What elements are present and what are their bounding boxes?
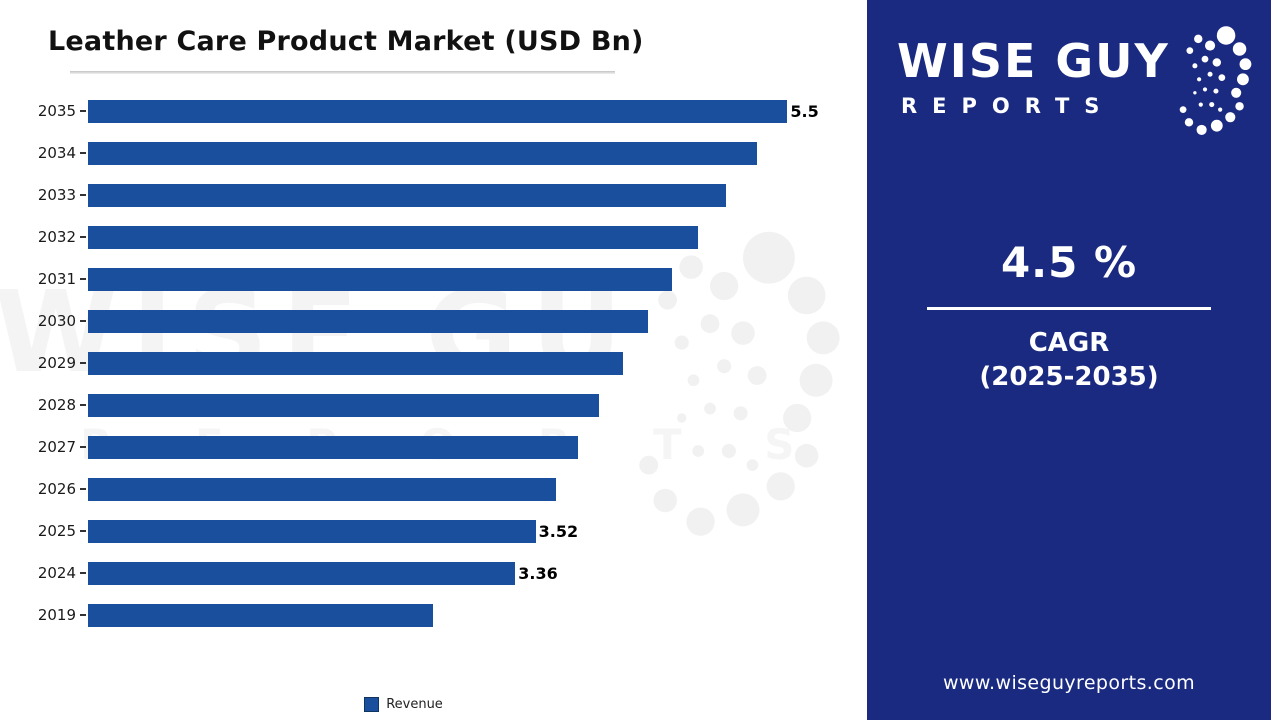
- cagr-block: 4.5 % CAGR (2025-2035): [927, 238, 1211, 392]
- bar-track: [88, 258, 851, 300]
- bar-row: 2028: [20, 384, 851, 426]
- bar-value-label: 5.5: [790, 101, 819, 121]
- axis-tick: [80, 152, 86, 154]
- y-axis-label: 2024: [37, 564, 76, 582]
- bar-row: 2033: [20, 174, 851, 216]
- revenue-bar: [88, 267, 672, 291]
- revenue-bar: [88, 393, 600, 417]
- legend-swatch-revenue: [364, 697, 380, 712]
- revenue-bar: [88, 183, 727, 207]
- y-axis-label: 2027: [37, 438, 76, 456]
- bar-track: [88, 132, 851, 174]
- bar-track: [88, 468, 851, 510]
- bar-value-label: 3.36: [518, 563, 558, 583]
- revenue-bar: [88, 519, 536, 543]
- revenue-bar: [88, 603, 433, 627]
- revenue-bar: [88, 99, 788, 123]
- y-axis-label: 2029: [37, 354, 76, 372]
- bar-row: 2027: [20, 426, 851, 468]
- bar-track: [88, 174, 851, 216]
- logo-text-reports: REPORTS: [901, 94, 1115, 118]
- bar-row: 2029: [20, 342, 851, 384]
- logo-text-wise-guy: WISE GUY: [897, 34, 1170, 88]
- bar-track: 5.5: [88, 90, 851, 132]
- y-axis-label: 2035: [37, 102, 76, 120]
- chart-panel: WISE GU R E P O R T S Leather Care Produ…: [0, 26, 851, 712]
- y-axis-label: 2034: [37, 144, 76, 162]
- revenue-bar: [88, 351, 624, 375]
- cagr-period: (2025-2035): [979, 362, 1159, 392]
- bar-row: 2031: [20, 258, 851, 300]
- axis-tick: [80, 194, 86, 196]
- bar-row: 2026: [20, 468, 851, 510]
- cagr-label: CAGR: [1028, 328, 1110, 358]
- bar-track: [88, 594, 851, 636]
- y-axis-label: 2019: [37, 606, 76, 624]
- brand-panel: WISE GUY REPORTS 4.5 % CAGR (2025-2035) …: [867, 0, 1271, 720]
- title-divider: [70, 71, 615, 74]
- bar-track: 3.36: [88, 552, 851, 594]
- y-axis-label: 2031: [37, 270, 76, 288]
- axis-tick: [80, 404, 86, 406]
- bar-value-label: 3.52: [538, 521, 579, 541]
- y-axis-label: 2032: [37, 228, 76, 246]
- revenue-bar: [88, 309, 648, 333]
- bar-row: 2019: [20, 594, 851, 636]
- bar-chart: 2035 5.5 2034 2033 2032 2031 2030 2029 2028 2027 2…: [20, 90, 851, 636]
- chart-title: Leather Care Product Market (USD Bn): [48, 26, 644, 57]
- logo-head-icon: [1179, 26, 1252, 135]
- bar-row: 2035 5.5: [20, 90, 851, 132]
- axis-tick: [80, 278, 86, 280]
- axis-tick: [80, 572, 86, 574]
- axis-tick: [80, 110, 86, 112]
- wise-guy-logo: WISE GUY REPORTS: [897, 26, 1252, 146]
- legend-label: Revenue: [386, 697, 443, 712]
- bar-track: [88, 216, 851, 258]
- revenue-bar: [88, 561, 516, 585]
- y-axis-label: 2025: [37, 522, 76, 540]
- bar-row: 2034: [20, 132, 851, 174]
- revenue-bar: [88, 141, 757, 165]
- axis-tick: [80, 614, 86, 616]
- revenue-bar: [88, 477, 556, 501]
- bar-row: 2032: [20, 216, 851, 258]
- bar-row: 2024 3.36: [20, 552, 851, 594]
- axis-tick: [80, 236, 86, 238]
- bar-track: [88, 384, 851, 426]
- website-link[interactable]: www.wiseguyreports.com: [942, 672, 1195, 694]
- bar-row: 2030: [20, 300, 851, 342]
- axis-tick: [80, 530, 86, 532]
- axis-tick: [80, 488, 86, 490]
- y-axis-label: 2030: [37, 312, 76, 330]
- bar-track: [88, 300, 851, 342]
- bar-track: 3.52: [88, 510, 851, 552]
- revenue-bar: [88, 225, 699, 249]
- bar-track: [88, 426, 851, 468]
- axis-tick: [80, 446, 86, 448]
- bar-row: 2025 3.52: [20, 510, 851, 552]
- y-axis-label: 2026: [37, 480, 76, 498]
- bar-track: [88, 342, 851, 384]
- axis-tick: [80, 362, 86, 364]
- y-axis-label: 2028: [37, 396, 76, 414]
- cagr-value: 4.5 %: [1000, 238, 1138, 287]
- cagr-divider: [927, 307, 1211, 310]
- legend: Revenue: [0, 697, 807, 712]
- y-axis-label: 2033: [37, 186, 76, 204]
- axis-tick: [80, 320, 86, 322]
- revenue-bar: [88, 435, 578, 459]
